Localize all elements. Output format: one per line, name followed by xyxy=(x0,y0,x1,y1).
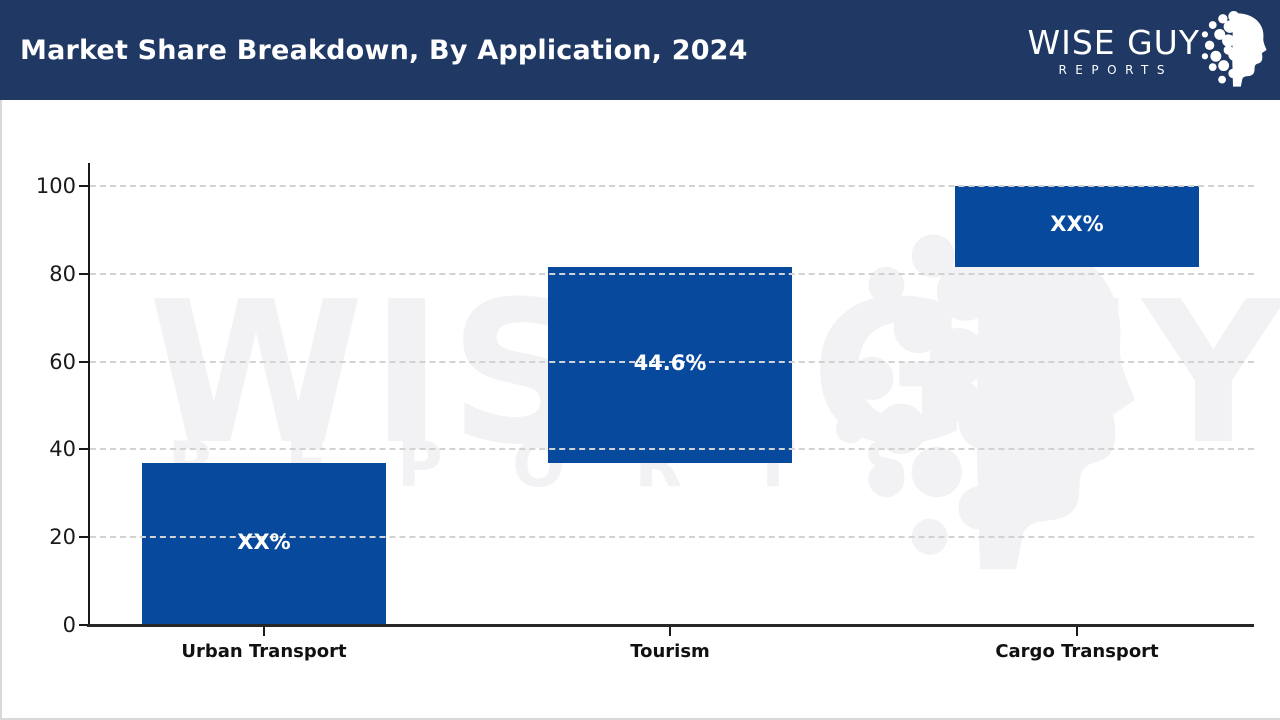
header-bar: Market Share Breakdown, By Application, … xyxy=(0,0,1280,100)
y-tick-mark xyxy=(79,448,88,451)
bar-value-label: 44.6% xyxy=(633,350,707,375)
chart-canvas: WISE GUY R E P O R T S 0 20 40 60 80 100 XX% Ur… xyxy=(0,100,1280,720)
gridline xyxy=(90,272,1254,275)
brand-logo: WISE GUY REPORTS xyxy=(1016,6,1272,94)
y-tick-label: 80 xyxy=(49,261,76,286)
dotted-profile-head-icon xyxy=(1194,7,1272,93)
x-tick-mark xyxy=(669,627,671,636)
bar-urban-transport xyxy=(142,462,386,625)
y-tick-mark xyxy=(79,536,88,539)
gridline xyxy=(90,448,1254,451)
brand-subtitle: REPORTS xyxy=(1058,63,1173,77)
y-tick-label: 40 xyxy=(49,437,76,462)
y-tick-mark xyxy=(79,185,88,187)
page-title: Market Share Breakdown, By Application, … xyxy=(20,34,748,66)
y-tick-label: 0 xyxy=(62,613,76,637)
x-tick-mark xyxy=(263,627,265,636)
brand-logo-text: WISE GUY REPORTS xyxy=(1027,23,1200,77)
gridline xyxy=(90,360,1254,363)
bar-value-label: XX% xyxy=(1050,212,1104,237)
y-tick-label: 60 xyxy=(49,349,76,374)
brand-name: WISE GUY xyxy=(1027,23,1200,62)
y-tick-mark xyxy=(79,624,88,626)
bar-value-label: XX% xyxy=(237,529,291,554)
gridline xyxy=(90,536,1254,539)
y-tick-mark xyxy=(79,272,88,275)
y-tick-label: 20 xyxy=(49,525,76,550)
plot-area: 0 20 40 60 80 100 XX% Urban Transport 44.6% Touri… xyxy=(0,100,1280,720)
x-category-label: Cargo Transport xyxy=(995,641,1159,662)
x-category-label: Tourism xyxy=(630,641,710,662)
y-tick-label: 100 xyxy=(35,174,76,198)
gridline xyxy=(90,185,1254,187)
bar-tourism xyxy=(548,266,792,463)
y-axis xyxy=(88,163,90,627)
y-tick-mark xyxy=(79,360,88,363)
x-tick-mark xyxy=(1076,627,1078,636)
x-axis xyxy=(87,624,1254,627)
x-category-label: Urban Transport xyxy=(181,641,347,662)
